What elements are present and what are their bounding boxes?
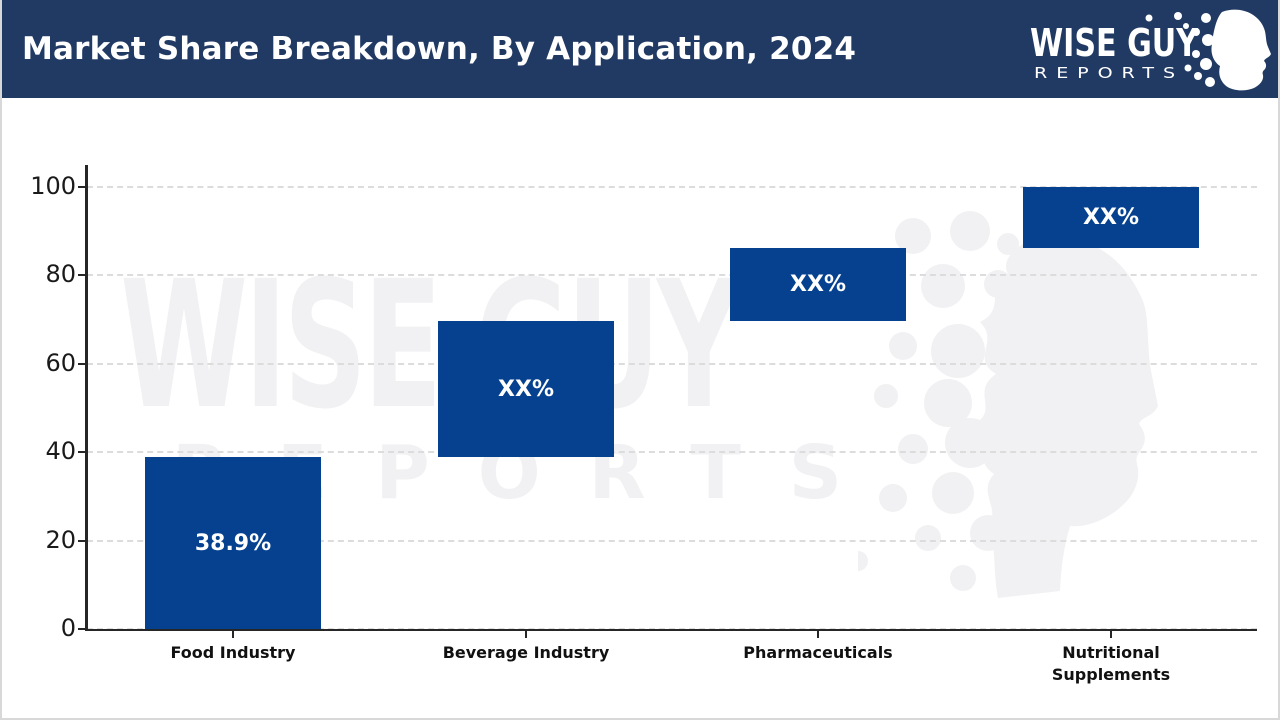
gridline-40: [87, 451, 1257, 454]
y-tick-label-100: 100: [30, 172, 76, 200]
bar-food-industry: 38.9%: [145, 457, 321, 629]
y-tick-mark-20: [78, 539, 87, 542]
x-axis-spine: [85, 628, 1257, 631]
x-tick-mark-0: [232, 629, 235, 638]
brand-line2-text: REPORTS: [1034, 64, 1184, 82]
page-title: Market Share Breakdown, By Application, …: [22, 31, 857, 67]
watermark-head-profile-icon: [858, 211, 1158, 599]
x-category-label-2: Pharmaceuticals: [743, 643, 893, 662]
brand-logo: WISE GUY REPORTS: [1030, 9, 1271, 91]
brand-head-profile-icon: [1145, 9, 1271, 91]
bar-value-label: 38.9%: [194, 530, 272, 556]
bar-beverage-industry: XX%: [438, 321, 614, 457]
gridline-80: [87, 274, 1257, 277]
y-tick-label-40: 40: [45, 437, 76, 466]
y-tick-label-60: 60: [45, 348, 76, 377]
bar-pharmaceuticals: XX%: [730, 248, 906, 321]
bar-value-label: XX%: [498, 376, 554, 402]
x-tick-mark-3: [1109, 629, 1112, 638]
y-tick-mark-100: [78, 186, 87, 188]
y-tick-label-0: 0: [60, 614, 76, 642]
y-axis-spine: [85, 165, 88, 631]
bar-value-label: XX%: [1083, 205, 1139, 230]
y-tick-label-80: 80: [45, 260, 76, 289]
y-tick-label-20: 20: [45, 525, 76, 554]
x-category-label-1: Beverage Industry: [442, 643, 610, 662]
watermark-brand-text: WISE GUY: [120, 243, 741, 448]
x-category-label-0: Food Industry: [170, 643, 296, 662]
gridline-20: [87, 539, 1257, 542]
y-tick-mark-80: [78, 274, 87, 277]
bar-value-label: XX%: [790, 272, 846, 297]
y-tick-mark-0: [78, 628, 87, 630]
gridline-100: [87, 186, 1257, 188]
brand-line1-text: WISE GUY: [1030, 21, 1198, 65]
y-tick-mark-40: [78, 451, 87, 454]
x-category-label-3: Nutritional Supplements: [1051, 643, 1171, 685]
header-bar: Market Share Breakdown, By Application, …: [2, 0, 1278, 98]
x-tick-mark-1: [524, 629, 527, 638]
plot-area: 0 20 40 60 80 100 38.9% Food Industry XX% Beverag…: [2, 98, 1278, 718]
y-tick-mark-60: [78, 362, 87, 365]
x-tick-mark-2: [817, 629, 820, 638]
bar-nutritional-supplements: XX%: [1023, 187, 1199, 248]
gridline-60: [87, 362, 1257, 365]
